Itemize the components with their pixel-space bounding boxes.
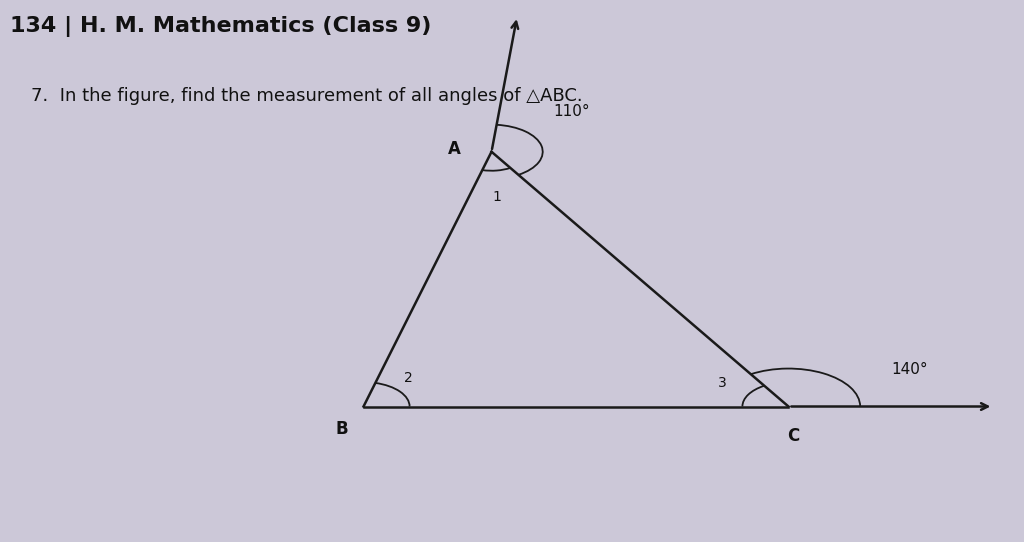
Text: B: B (336, 420, 348, 438)
Text: 1: 1 (493, 190, 501, 204)
Text: 7.  In the figure, find the measurement of all angles of △ABC.: 7. In the figure, find the measurement o… (31, 87, 583, 105)
Text: 134 | H. M. Mathematics (Class 9): 134 | H. M. Mathematics (Class 9) (10, 16, 431, 37)
Text: 140°: 140° (891, 362, 928, 377)
Text: A: A (447, 140, 461, 158)
Text: 110°: 110° (553, 104, 590, 119)
Text: 2: 2 (404, 371, 414, 385)
Text: C: C (787, 427, 800, 445)
Text: 3: 3 (718, 376, 727, 390)
